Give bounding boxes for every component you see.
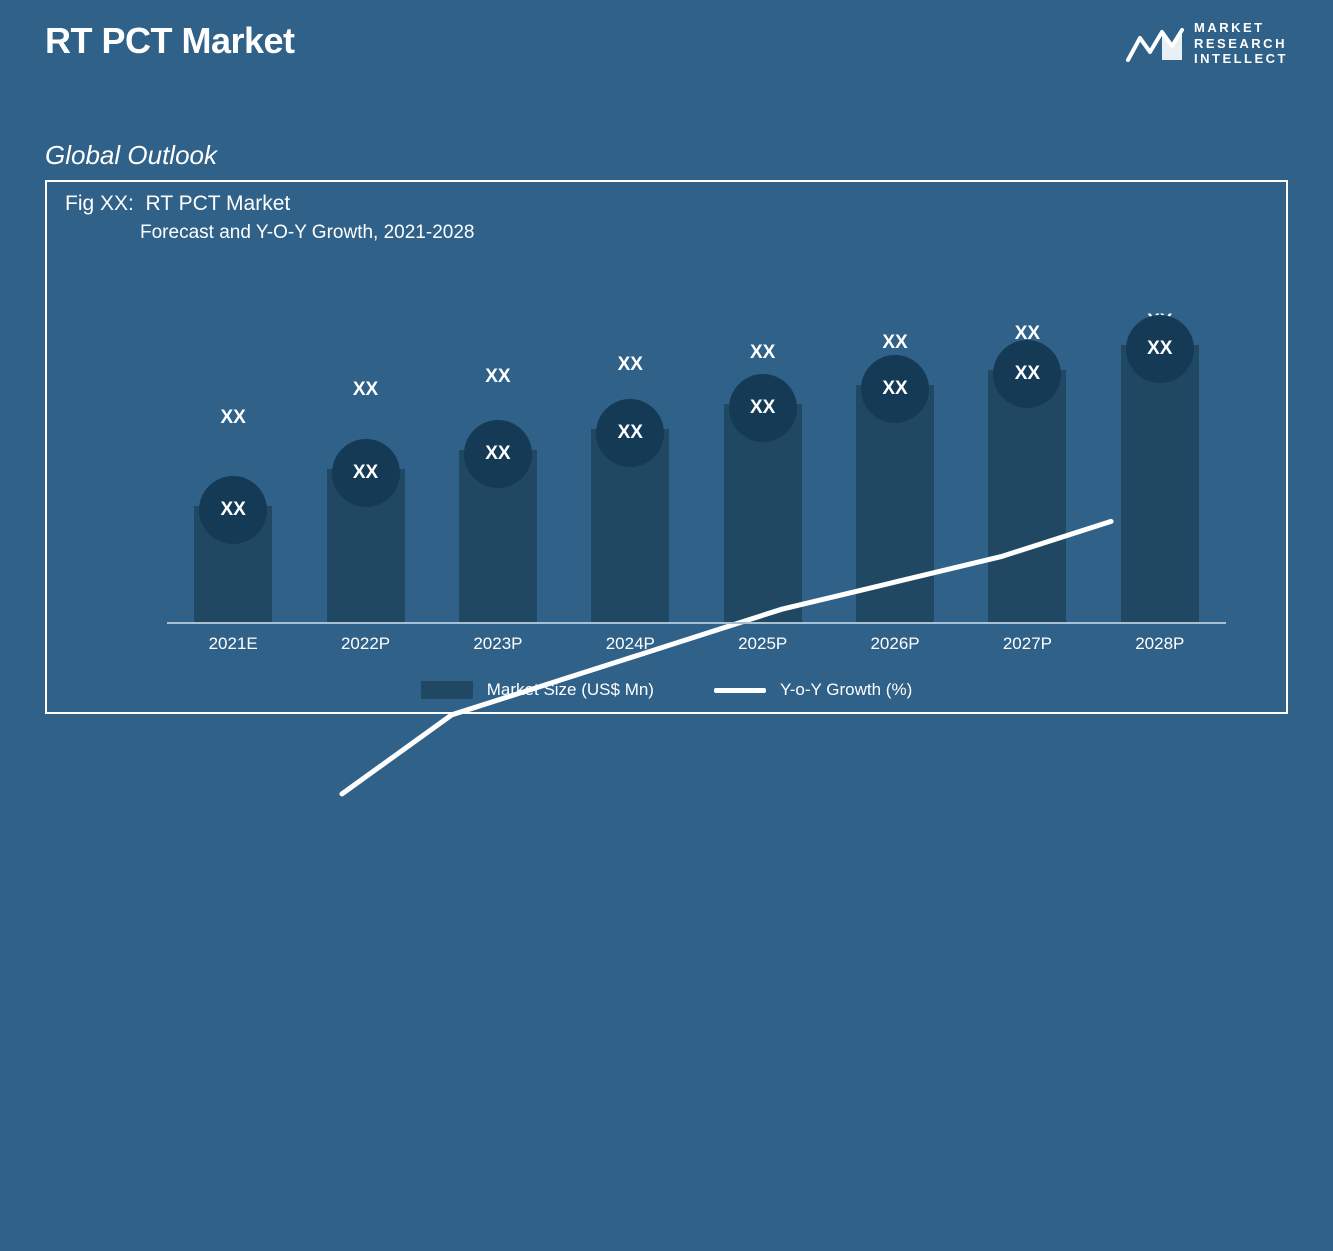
bar-value-circle: XX xyxy=(861,355,929,423)
bar-group: XXXX xyxy=(458,450,538,624)
x-axis-label: 2028P xyxy=(1120,634,1200,654)
x-axis-label: 2023P xyxy=(458,634,538,654)
bar-value-circle: XX xyxy=(332,439,400,507)
bar-group: XXXX xyxy=(855,385,935,624)
bar: XX xyxy=(856,385,934,624)
bar-group: XXXX xyxy=(723,404,803,624)
line-value-label: XX xyxy=(618,354,643,376)
legend-swatch-line xyxy=(714,688,766,693)
figure-title-line: Fig XX: RT PCT Market xyxy=(65,192,474,216)
line-value-label: XX xyxy=(221,407,246,429)
bar: XX xyxy=(327,469,405,624)
legend: Market Size (US$ Mn) Y-o-Y Growth (%) xyxy=(47,680,1286,700)
legend-label: Market Size (US$ Mn) xyxy=(487,680,654,700)
bar-group: XXXX xyxy=(590,429,670,624)
bar: XX xyxy=(1121,345,1199,624)
subtitle: Global Outlook xyxy=(45,140,217,171)
legend-swatch-bar xyxy=(421,681,473,699)
logo-text: MARKET RESEARCH INTELLECT xyxy=(1194,20,1288,67)
logo-icon xyxy=(1126,24,1184,62)
page-title: RT PCT Market xyxy=(45,20,295,62)
plot-area: XXXXXXXXXXXXXXXXXXXXXXXXXXXXXXXX xyxy=(167,277,1226,624)
line-value-label: XX xyxy=(485,366,510,388)
x-axis-label: 2021E xyxy=(193,634,273,654)
logo-text-line: INTELLECT xyxy=(1194,51,1288,67)
bar-value-circle: XX xyxy=(464,420,532,488)
line-value-label: XX xyxy=(882,332,907,354)
x-axis-label: 2027P xyxy=(987,634,1067,654)
bar: XX xyxy=(988,370,1066,624)
x-axis-labels: 2021E 2022P 2023P 2024P 2025P 2026P 2027P 2028P xyxy=(167,634,1226,654)
bar: XX xyxy=(459,450,537,624)
bar-group: XXXX xyxy=(987,370,1067,624)
logo-text-line: RESEARCH xyxy=(1194,36,1288,52)
bar-group: XXXX xyxy=(193,506,273,624)
bar-container: XXXXXXXXXXXXXXXXXXXXXXXXXXXXXXXX xyxy=(167,277,1226,624)
legend-item-bar: Market Size (US$ Mn) xyxy=(421,680,654,700)
legend-item-line: Y-o-Y Growth (%) xyxy=(714,680,912,700)
header: RT PCT Market MARKET RESEARCH INTELLECT xyxy=(45,20,1288,67)
brand-logo: MARKET RESEARCH INTELLECT xyxy=(1126,20,1288,67)
line-value-label: XX xyxy=(353,379,378,401)
bar-value-circle: XX xyxy=(1126,315,1194,383)
figure-title: RT PCT Market xyxy=(146,192,291,215)
logo-text-line: MARKET xyxy=(1194,20,1288,36)
x-axis-label: 2024P xyxy=(590,634,670,654)
bar: XX xyxy=(724,404,802,624)
bar-group: XXXX xyxy=(1120,345,1200,624)
bar-value-circle: XX xyxy=(596,399,664,467)
bar-value-circle: XX xyxy=(993,340,1061,408)
figure-label: Fig XX: xyxy=(65,192,134,215)
bar: XX xyxy=(591,429,669,624)
x-axis-label: 2026P xyxy=(855,634,935,654)
x-axis-label: 2022P xyxy=(326,634,406,654)
bar-value-circle: XX xyxy=(729,374,797,442)
line-value-label: XX xyxy=(750,342,775,364)
chart-header: Fig XX: RT PCT Market Forecast and Y-O-Y… xyxy=(65,192,474,244)
x-axis-label: 2025P xyxy=(723,634,803,654)
chart-frame: Fig XX: RT PCT Market Forecast and Y-O-Y… xyxy=(45,180,1288,714)
bar: XX xyxy=(194,506,272,624)
legend-label: Y-o-Y Growth (%) xyxy=(780,680,912,700)
bar-group: XXXX xyxy=(326,469,406,624)
figure-subtitle: Forecast and Y-O-Y Growth, 2021-2028 xyxy=(140,222,474,244)
bar-value-circle: XX xyxy=(199,476,267,544)
x-axis xyxy=(167,622,1226,624)
